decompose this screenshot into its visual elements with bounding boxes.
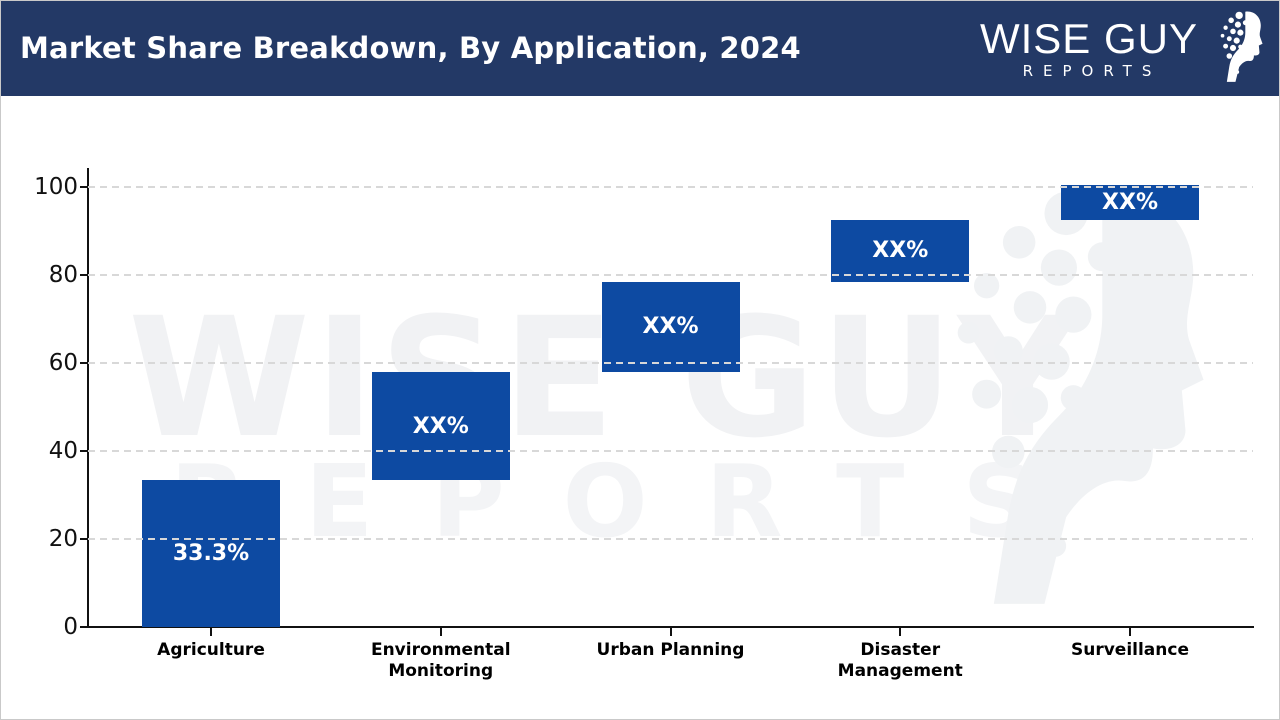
y-tick-label: 100 <box>34 173 78 200</box>
bar-value-label: XX% <box>1102 190 1158 216</box>
bar-value-label: XX% <box>412 413 469 439</box>
dotted-face-icon <box>1220 11 1263 82</box>
x-tick-mark <box>1129 628 1131 636</box>
watermark-subtitle: REPORTS <box>170 443 1093 560</box>
y-tick-mark <box>80 537 87 540</box>
bar-surveillance: XX% <box>1061 184 1199 221</box>
logo-text: WISE GUY REPORTS <box>979 14 1198 80</box>
y-axis-line <box>87 168 89 628</box>
x-category-label: Agriculture <box>157 640 265 660</box>
gridline-y-60 <box>88 361 1253 364</box>
y-tick-mark <box>80 361 87 364</box>
x-category-label: Environmental Monitoring <box>370 640 511 682</box>
bar-disaster-management: XX% <box>831 220 970 282</box>
x-category-label: Disaster Management <box>837 640 963 682</box>
x-tick-mark <box>439 628 442 636</box>
bar-value-label: 33.3% <box>172 541 250 567</box>
x-tick-mark <box>210 628 212 636</box>
header-bar: Market Share Breakdown, By Application, … <box>0 0 1280 96</box>
gridline-y-20 <box>88 537 1253 540</box>
x-tick-mark <box>669 628 672 636</box>
chart-title: Market Share Breakdown, By Application, … <box>20 31 801 65</box>
gridline-y-100 <box>88 185 1253 188</box>
bar-environmental-monitoring: XX% <box>371 371 510 481</box>
gridline-y-80 <box>88 273 1253 276</box>
y-tick-label: 0 <box>63 614 78 640</box>
x-category-label: Surveillance <box>1070 640 1189 660</box>
watermark-face-icon <box>957 190 1204 604</box>
bar-agriculture: 33.3% <box>142 480 280 627</box>
y-tick-mark <box>80 273 87 276</box>
y-tick-label: 20 <box>48 525 78 552</box>
logo-subtitle: REPORTS <box>1022 61 1162 80</box>
x-tick-mark <box>899 628 902 636</box>
y-tick-label: 40 <box>48 437 78 464</box>
x-axis-line <box>87 626 1254 628</box>
wise-guy-logo: WISE GUY REPORTS <box>980 8 1264 88</box>
y-tick-label: 80 <box>48 261 78 288</box>
bar-value-label: XX% <box>872 238 929 264</box>
bar-urban-planning: XX% <box>601 281 740 372</box>
bar-value-label: XX% <box>642 314 699 340</box>
gridline-y-40 <box>88 449 1253 452</box>
y-tick-mark <box>80 185 87 188</box>
y-tick-mark <box>80 626 87 628</box>
y-tick-mark <box>80 449 87 452</box>
logo-wordmark: WISE GUY <box>979 14 1198 62</box>
x-category-label: Urban Planning <box>596 640 745 660</box>
y-tick-label: 60 <box>48 349 78 376</box>
